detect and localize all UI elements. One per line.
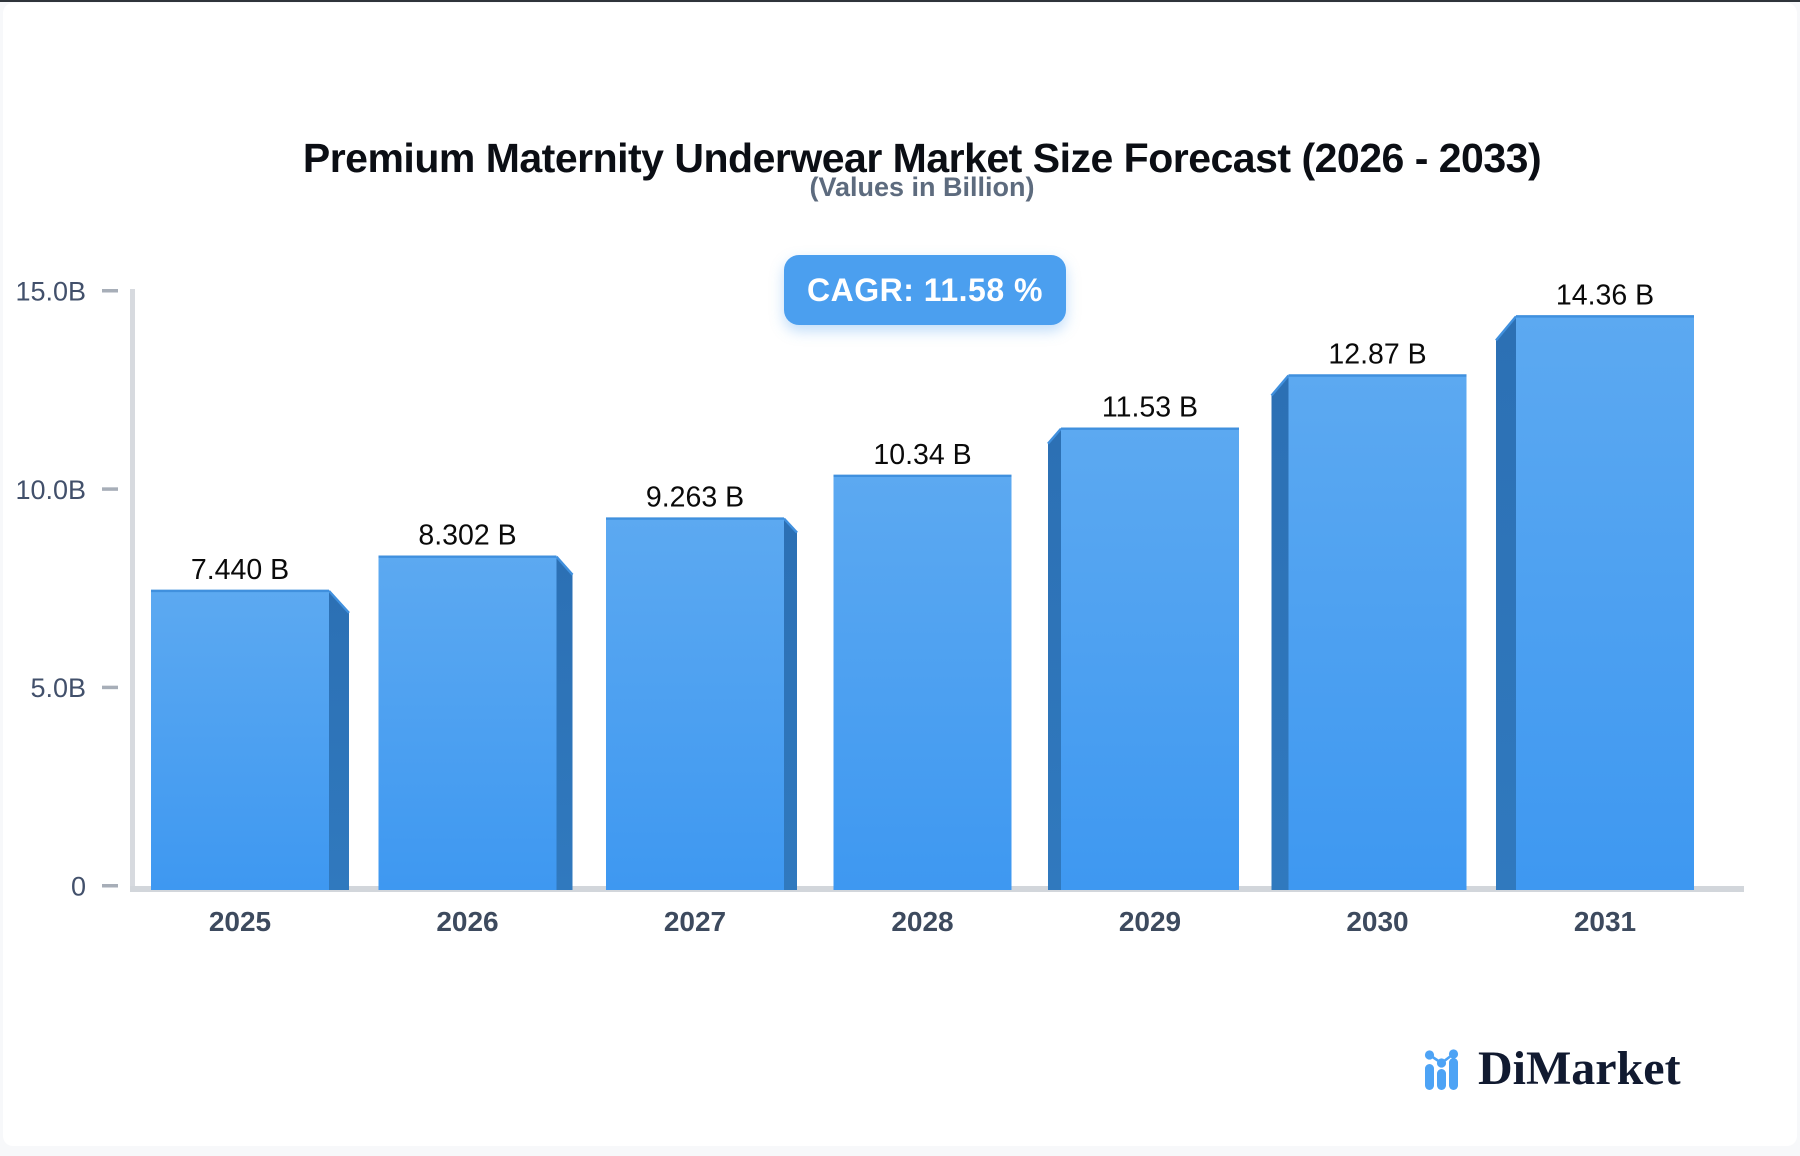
- bar-2031: [1495, 315, 1694, 890]
- bar-side-top-edge: [328, 590, 350, 614]
- bar-2029: [1047, 427, 1239, 890]
- bar-2027: [606, 517, 798, 890]
- bar-front-face: [151, 590, 329, 890]
- bar-side-top-edge: [1495, 315, 1517, 342]
- bar-2030: [1270, 374, 1467, 890]
- y-tick-label: 10.0B: [15, 475, 86, 505]
- bar-2028: [833, 474, 1012, 890]
- y-tick: [102, 487, 118, 491]
- bar-front-face: [1061, 428, 1239, 890]
- bar-side-face: [329, 590, 349, 890]
- bar-value-label: 11.53 B: [1102, 392, 1198, 424]
- bar-value-label: 14.36 B: [1556, 279, 1654, 311]
- page-top-border: [0, 0, 1800, 2]
- bar-2025: [151, 589, 350, 890]
- y-axis-line: [130, 289, 135, 888]
- y-axis-ticks: 15.0B 10.0B 5.0B 0: [15, 277, 118, 902]
- bar-side-face: [1496, 316, 1516, 890]
- bar-side-top-edge: [555, 555, 574, 576]
- bar-front-face: [1516, 316, 1694, 890]
- dimarket-logo-text: DiMarket: [1478, 1042, 1681, 1095]
- dimarket-logo: DiMarket: [1420, 1038, 1681, 1094]
- bar-side-face: [784, 518, 797, 890]
- bar-value-label: 9.263 B: [646, 482, 744, 514]
- bar-value-label: 7.440 B: [191, 554, 289, 586]
- y-tick-label: 5.0B: [30, 673, 86, 703]
- x-axis-label: 2026: [436, 906, 498, 937]
- bar-side-face: [1048, 428, 1061, 890]
- bar-value-label: 12.87 B: [1328, 338, 1426, 370]
- axis-labels: 7.440 B 2025 8.302 B 2026 9.263 B 2027 10.34 B…: [191, 279, 1654, 937]
- chart-title: Premium Maternity Underwear Market Size …: [302, 135, 1542, 182]
- bar-side-face: [1271, 375, 1289, 890]
- bar-side-top-edge: [1047, 427, 1062, 445]
- y-tick-label: 15.0B: [15, 277, 86, 307]
- bar-value-label: 10.34 B: [873, 439, 971, 471]
- bar-front-face: [606, 518, 784, 890]
- bar-2026: [378, 555, 574, 890]
- bar-chart-logo-icon: [1424, 1049, 1459, 1090]
- y-tick: [102, 685, 118, 690]
- x-axis-label: 2028: [891, 906, 953, 937]
- x-axis-label: 2025: [209, 906, 271, 937]
- chart-subtitle: (Values in Billion): [809, 172, 1035, 202]
- bar-side-top-edge: [783, 517, 798, 534]
- y-tick: [102, 289, 118, 293]
- cagr-badge-label: CAGR: 11.58 %: [807, 271, 1043, 308]
- y-tick-label: 0: [71, 872, 86, 902]
- x-axis-label: 2031: [1574, 906, 1636, 937]
- y-tick: [102, 884, 118, 888]
- bar-front-face: [1288, 375, 1467, 890]
- x-axis-label: 2027: [664, 906, 726, 937]
- bars: [151, 315, 1694, 890]
- bar-front-face: [833, 475, 1012, 890]
- x-axis-label: 2029: [1119, 906, 1181, 937]
- bar-value-label: 8.302 B: [418, 520, 516, 552]
- bar-front-face: [378, 556, 557, 890]
- bar-side-face: [556, 556, 573, 890]
- bar-side-top-edge: [1270, 374, 1290, 397]
- cagr-badge: CAGR: 11.58 %: [784, 255, 1066, 325]
- x-axis-label: 2030: [1346, 906, 1408, 937]
